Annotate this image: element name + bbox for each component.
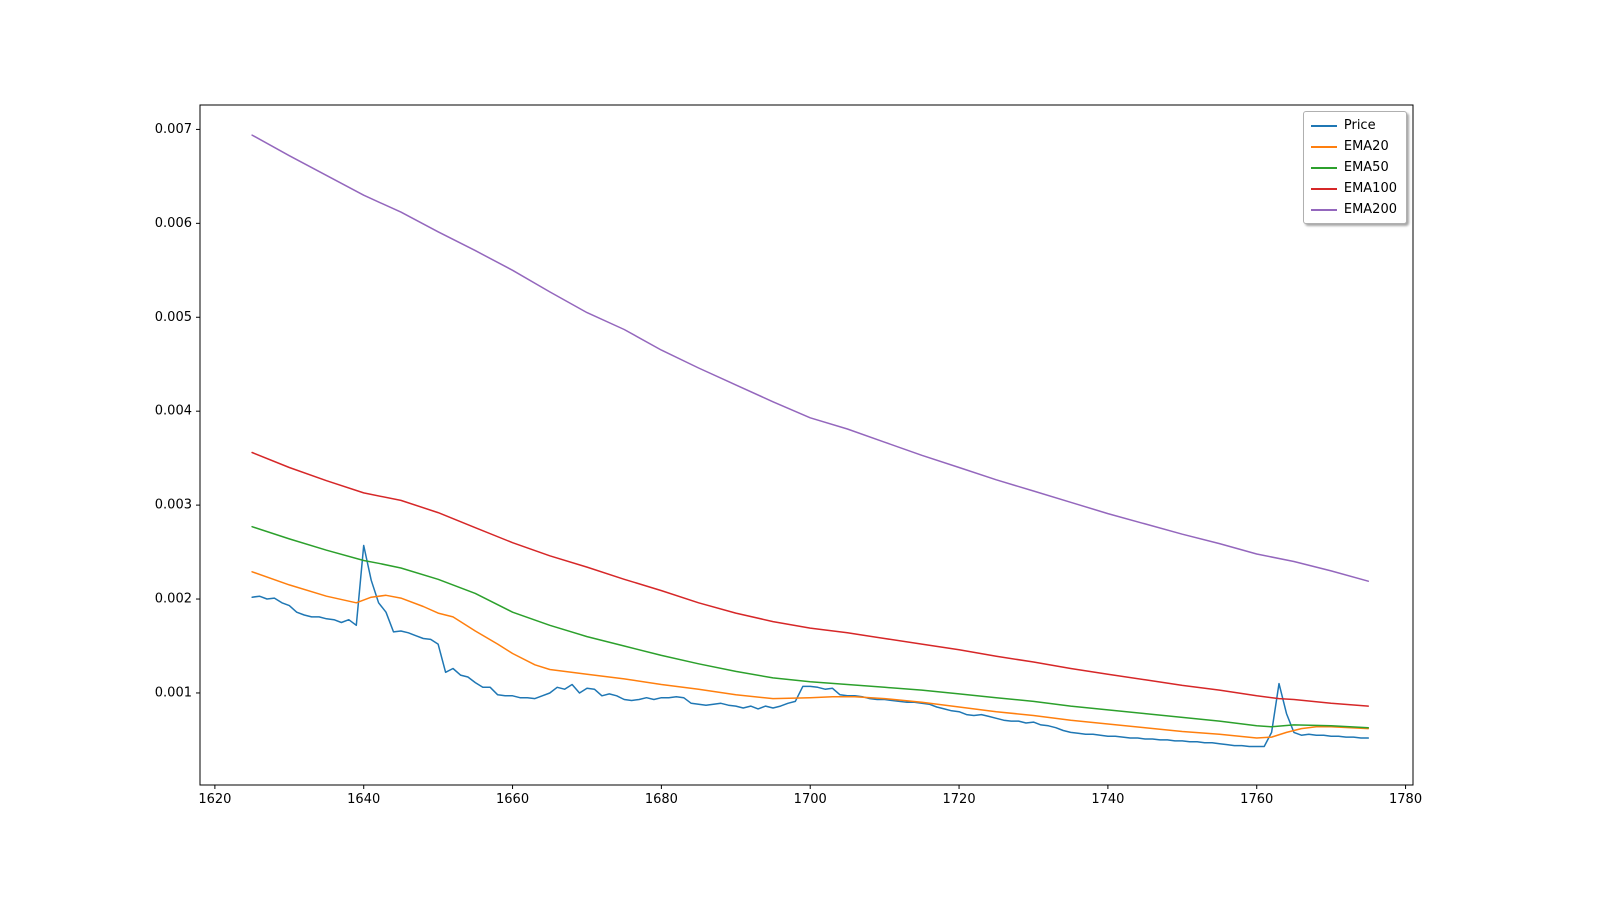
x-tick-label: 1740 bbox=[1091, 792, 1124, 807]
legend-item-price: Price bbox=[1310, 117, 1397, 134]
x-tick-label: 1660 bbox=[496, 792, 529, 807]
x-tick-label: 1760 bbox=[1240, 792, 1273, 807]
x-tick-label: 1680 bbox=[645, 792, 678, 807]
legend-item-ema20: EMA20 bbox=[1310, 138, 1397, 155]
x-tick-label: 1720 bbox=[943, 792, 976, 807]
x-tick-label: 1700 bbox=[794, 792, 827, 807]
series-line-ema20 bbox=[251, 571, 1370, 739]
legend-label: EMA20 bbox=[1343, 139, 1389, 154]
series-line-ema100 bbox=[251, 451, 1370, 707]
legend-item-ema200: EMA200 bbox=[1310, 201, 1397, 218]
y-tick-label: 0.003 bbox=[155, 498, 192, 513]
legend-line-sample bbox=[1310, 145, 1337, 148]
y-tick-label: 0.004 bbox=[155, 404, 192, 419]
x-tick-label: 1780 bbox=[1389, 792, 1422, 807]
legend-item-ema100: EMA100 bbox=[1310, 180, 1397, 197]
series-line-price bbox=[251, 544, 1370, 748]
legend-line-sample bbox=[1310, 124, 1337, 127]
series-line-ema50 bbox=[251, 525, 1370, 729]
x-tick-label: 1640 bbox=[347, 792, 380, 807]
legend-item-ema50: EMA50 bbox=[1310, 159, 1397, 176]
legend-line-sample bbox=[1310, 208, 1337, 211]
legend-label: EMA200 bbox=[1343, 202, 1397, 217]
y-tick-label: 0.006 bbox=[155, 216, 192, 231]
legend: Price EMA20 EMA50 EMA100 EMA200 bbox=[1302, 111, 1407, 224]
legend-line-sample bbox=[1310, 166, 1337, 169]
y-tick-label: 0.002 bbox=[155, 592, 192, 607]
y-tick-label: 0.001 bbox=[155, 685, 192, 700]
legend-label: Price bbox=[1343, 118, 1376, 133]
x-tick-label: 1620 bbox=[198, 792, 231, 807]
plot-border bbox=[199, 104, 1414, 786]
y-tick-label: 0.005 bbox=[155, 310, 192, 325]
legend-line-sample bbox=[1310, 187, 1337, 190]
y-tick-label: 0.007 bbox=[155, 122, 192, 137]
series-line-ema200 bbox=[251, 134, 1370, 582]
legend-label: EMA50 bbox=[1343, 160, 1389, 175]
legend-label: EMA100 bbox=[1343, 181, 1397, 196]
